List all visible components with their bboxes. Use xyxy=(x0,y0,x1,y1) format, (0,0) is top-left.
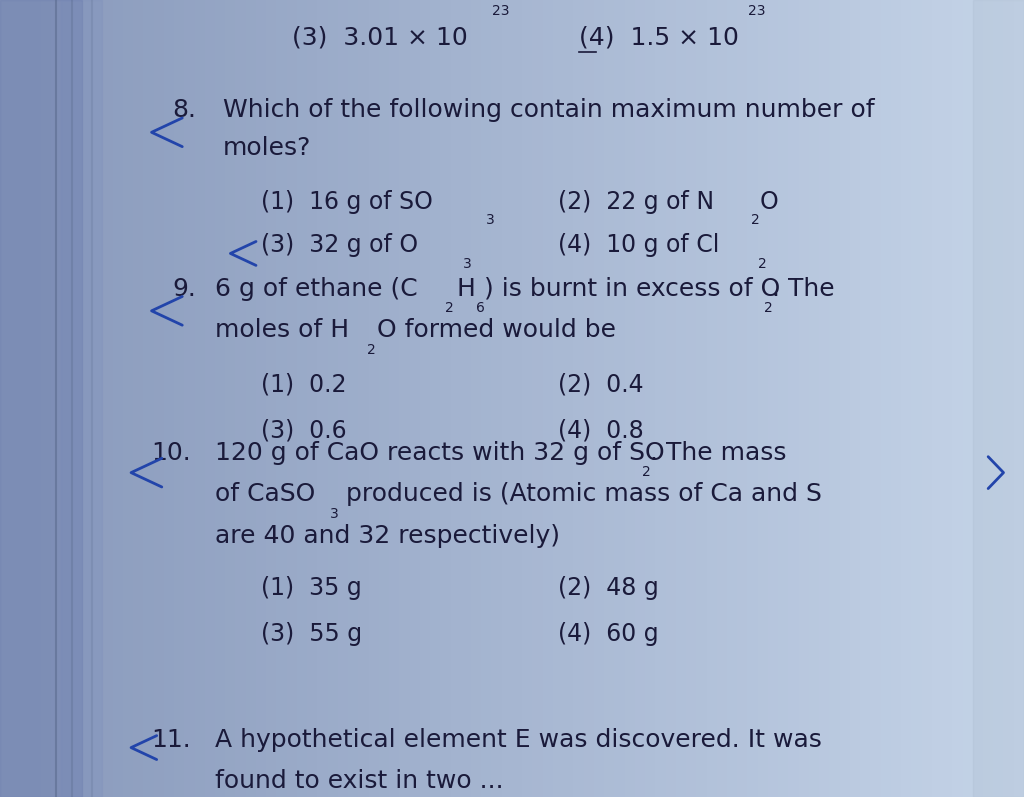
Text: ) is burnt in excess of O: ) is burnt in excess of O xyxy=(484,277,780,300)
Text: 2: 2 xyxy=(764,301,773,316)
Text: found to exist in two ...: found to exist in two ... xyxy=(215,769,504,793)
Text: O: O xyxy=(760,190,778,214)
Text: 9.: 9. xyxy=(172,277,196,300)
Text: (3)  55 g: (3) 55 g xyxy=(261,622,362,646)
Text: (4)  0.8: (4) 0.8 xyxy=(558,418,644,442)
Text: . The mass: . The mass xyxy=(650,441,786,465)
Text: are 40 and 32 respectively): are 40 and 32 respectively) xyxy=(215,524,560,548)
Text: 2: 2 xyxy=(758,257,767,271)
Text: 3: 3 xyxy=(463,257,472,271)
Text: 23: 23 xyxy=(492,4,509,18)
Text: 6: 6 xyxy=(476,301,485,316)
Bar xyxy=(973,0,1024,797)
Text: (3)  0.6: (3) 0.6 xyxy=(261,418,347,442)
Text: . The: . The xyxy=(772,277,835,300)
Text: 120 g of CaO reacts with 32 g of SO: 120 g of CaO reacts with 32 g of SO xyxy=(215,441,665,465)
Text: 3: 3 xyxy=(486,213,496,227)
Text: O formed would be: O formed would be xyxy=(377,318,615,342)
Text: 2: 2 xyxy=(642,465,651,480)
Text: (2)  22 g of N: (2) 22 g of N xyxy=(558,190,714,214)
Text: (4)  1.5 × 10: (4) 1.5 × 10 xyxy=(579,26,738,49)
Text: produced is (Atomic mass of Ca and S: produced is (Atomic mass of Ca and S xyxy=(338,482,822,506)
Text: A hypothetical element E was discovered. It was: A hypothetical element E was discovered.… xyxy=(215,728,822,752)
Text: (4)  60 g: (4) 60 g xyxy=(558,622,658,646)
Text: (2)  0.4: (2) 0.4 xyxy=(558,372,644,396)
Text: 11.: 11. xyxy=(152,728,191,752)
Text: 2: 2 xyxy=(751,213,760,227)
Text: (3)  3.01 × 10: (3) 3.01 × 10 xyxy=(292,26,468,49)
Text: 8.: 8. xyxy=(172,98,196,122)
Text: moles?: moles? xyxy=(223,136,311,160)
Text: 10.: 10. xyxy=(152,441,191,465)
Text: 6 g of ethane (C: 6 g of ethane (C xyxy=(215,277,418,300)
Text: (4)  10 g of Cl: (4) 10 g of Cl xyxy=(558,234,720,257)
Text: of CaSO: of CaSO xyxy=(215,482,315,506)
Text: 3: 3 xyxy=(330,507,339,521)
Text: (1)  35 g: (1) 35 g xyxy=(261,576,361,600)
Text: 23: 23 xyxy=(748,4,765,18)
Text: 2: 2 xyxy=(445,301,455,316)
Text: (3)  32 g of O: (3) 32 g of O xyxy=(261,234,418,257)
Bar xyxy=(61,0,102,797)
Bar xyxy=(0,0,82,797)
Text: moles of H: moles of H xyxy=(215,318,349,342)
Text: 2: 2 xyxy=(367,343,376,357)
Text: (1)  0.2: (1) 0.2 xyxy=(261,372,346,396)
Text: H: H xyxy=(457,277,475,300)
Text: (1)  16 g of SO: (1) 16 g of SO xyxy=(261,190,433,214)
Text: Which of the following contain maximum number of: Which of the following contain maximum n… xyxy=(223,98,874,122)
Text: (2)  48 g: (2) 48 g xyxy=(558,576,658,600)
